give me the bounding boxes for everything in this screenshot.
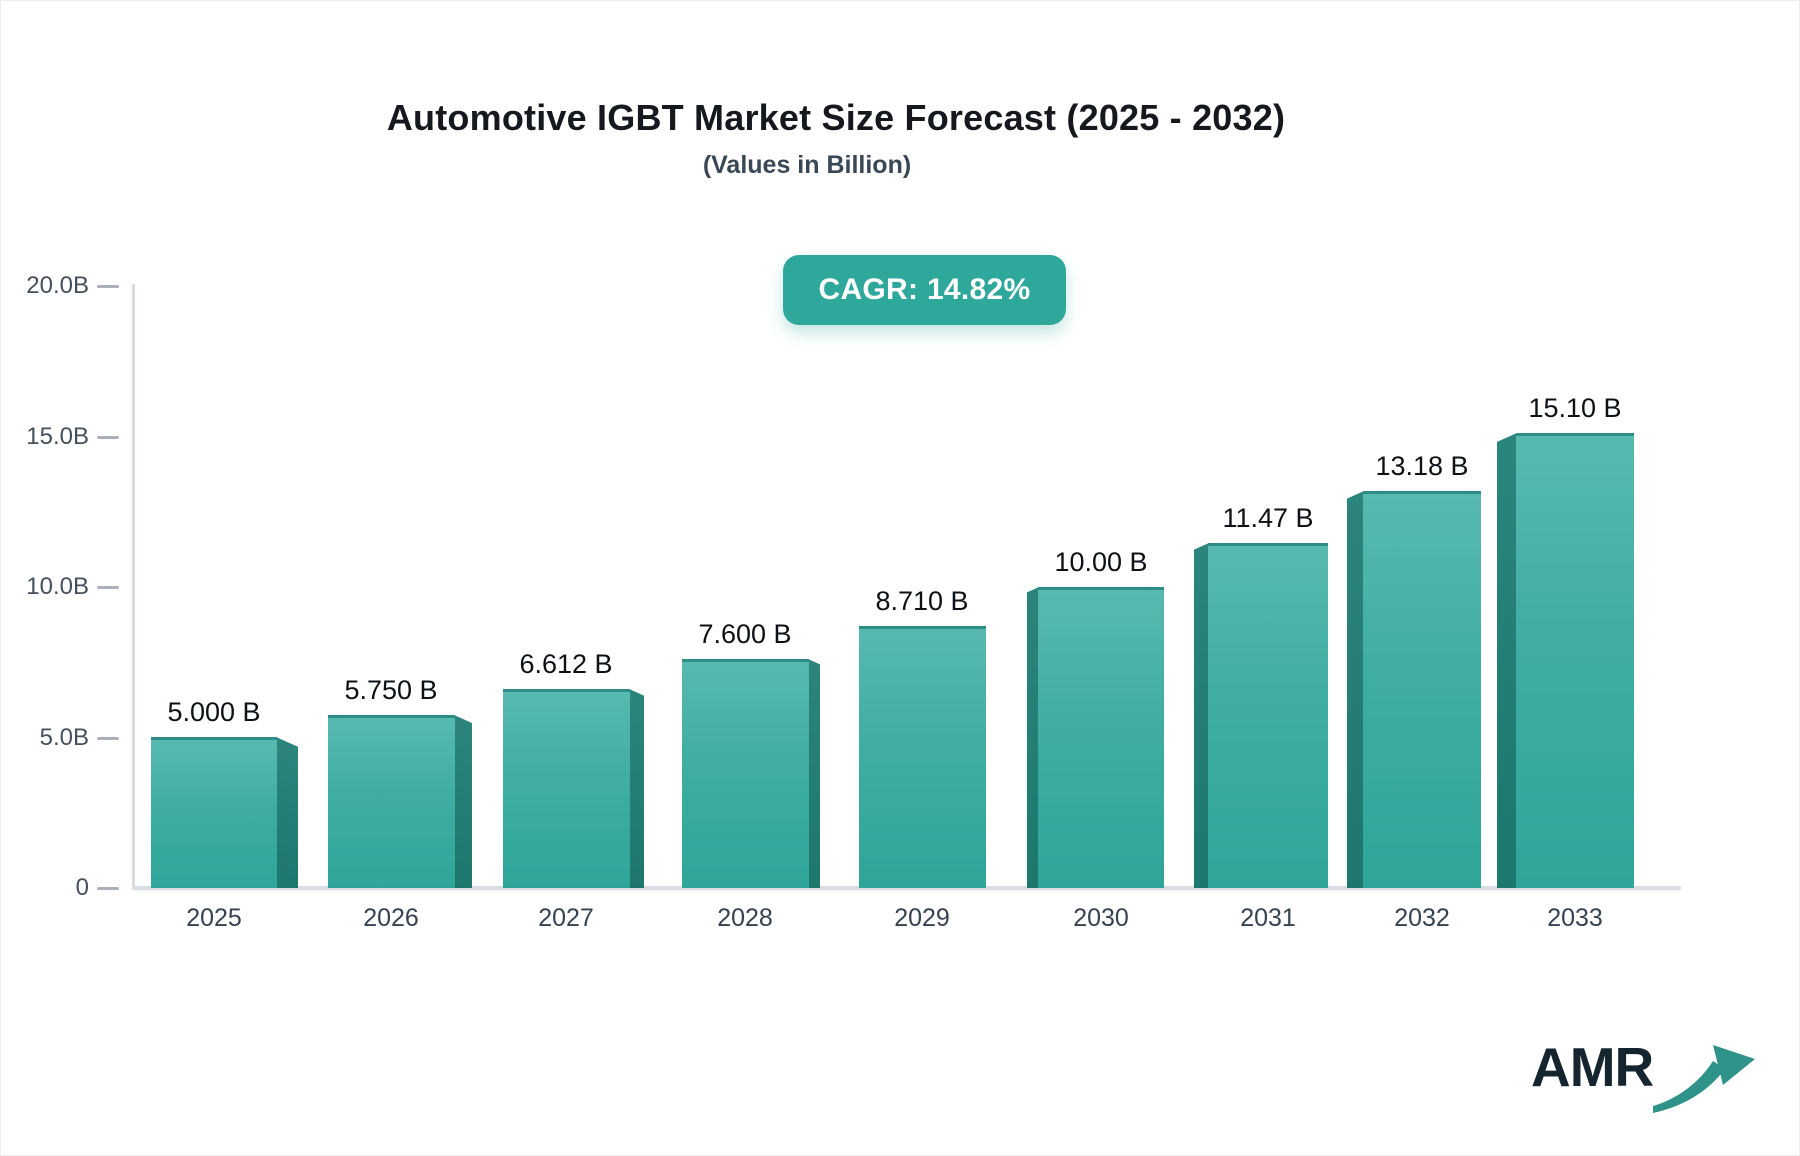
y-tick-dash-5.0B [97,736,119,740]
x-axis-baseline [132,886,1681,890]
x-tick-label-2029: 2029 [894,904,950,932]
bar-2028 [681,659,809,888]
x-tick-label-2028: 2028 [717,904,773,932]
bar-side-2027 [628,689,644,888]
y-tick-label-10.0B: 10.0B [26,573,89,600]
amr-logo-text: AMR [1531,1036,1654,1098]
bar-value-2027: 6.612 B [519,649,613,679]
x-tick-label-2033: 2033 [1547,904,1603,932]
y-tick-dash-10.0B [97,586,119,589]
x-tick-label-2030: 2030 [1073,904,1129,932]
y-axis-line [132,284,135,888]
bar-value-2028: 7.600 B [698,619,792,649]
bar-value-2029: 8.710 B [875,586,969,616]
bar-2033 [1516,433,1634,888]
bar-value-2025: 5.000 B [167,697,261,727]
y-tick-dash-15.0B [97,435,119,439]
bar-value-2031: 11.47 B [1222,503,1314,533]
bar-side-2026 [453,715,472,888]
y-tick-label-15.0B: 15.0B [26,422,89,450]
bar-side-2025 [276,737,298,888]
bar-value-2033: 15.10 B [1528,393,1622,423]
bar-2027 [502,689,630,888]
y-tick-label-5.0B: 5.0B [39,723,89,751]
cagr-badge-label: CAGR: 14.82% [818,273,1031,306]
bar-2025 [151,737,277,888]
bar-2032 [1363,491,1481,888]
page-title: Automotive IGBT Market Size Forecast (20… [386,97,1286,138]
x-tick-label-2032: 2032 [1394,904,1450,932]
bar-2026 [327,715,455,888]
growth-arrow-icon [1653,1045,1755,1113]
bar-2030 [1038,587,1164,888]
bar-side-2032 [1347,491,1364,888]
bar-side-2031 [1194,543,1209,888]
bar-side-2033 [1497,433,1517,888]
cagr-badge: CAGR: 14.82% [783,255,1066,325]
bar-2031 [1208,543,1328,888]
bar-value-2032: 13.18 B [1375,451,1469,481]
bar-value-2030: 10.00 B [1054,547,1148,577]
bar-value-2026: 5.750 B [344,675,438,705]
y-tick-dash-20.0B [97,285,119,288]
y-tick-label-0: 0 [75,874,89,901]
x-tick-label-2031: 2031 [1240,904,1296,932]
bar-2029 [858,626,986,888]
page-subtitle: (Values in Billion) [702,151,912,179]
x-tick-label-2027: 2027 [538,904,594,932]
y-tick-dash-0 [97,887,119,890]
amr-logo: AMR [1531,1035,1761,1125]
x-tick-label-2025: 2025 [186,904,242,932]
x-tick-label-2026: 2026 [363,904,419,932]
y-tick-label-20.0B: 20.0B [26,272,89,299]
bar-side-2028 [807,659,820,888]
bar-plot-area: 5.000 B 5.750 B 6.612 B 7.600 B 8.710 B 10.00… [132,281,1736,888]
